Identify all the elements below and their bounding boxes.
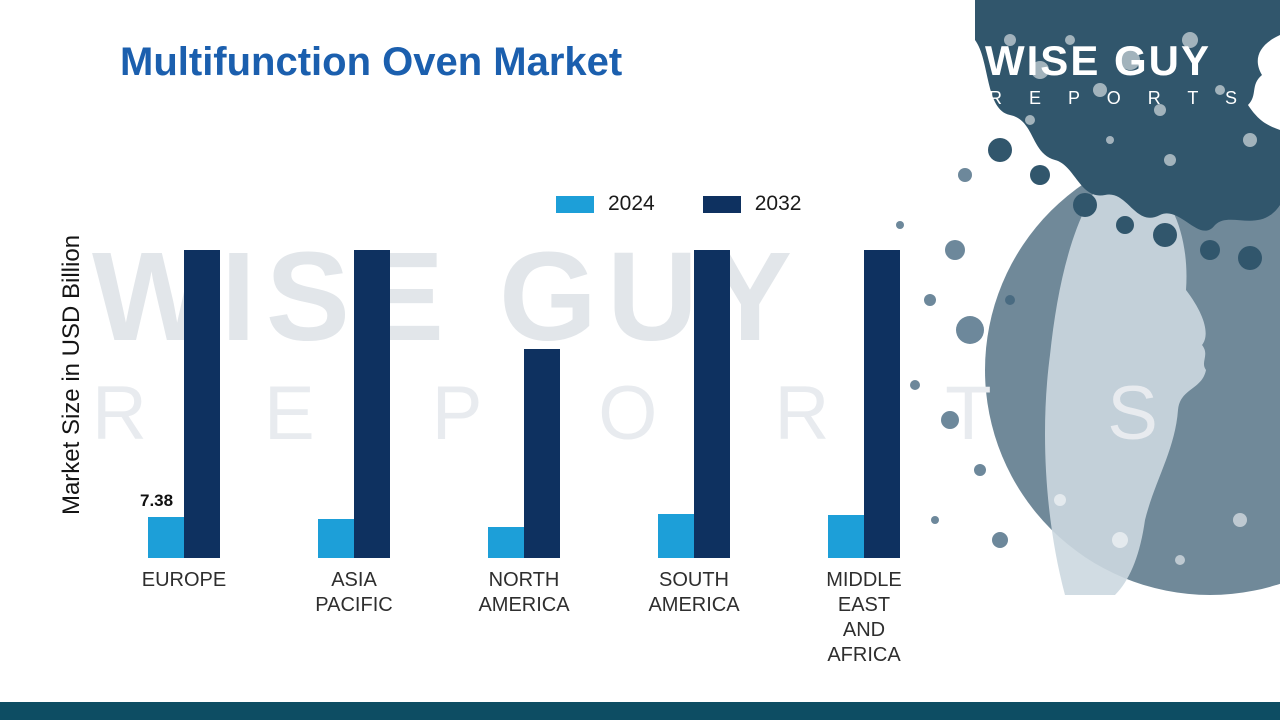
category-label-1: ASIA PACIFIC <box>315 569 393 616</box>
bar-2032-category-1 <box>354 250 390 558</box>
decorative-head-illustration <box>896 0 1280 595</box>
watermark-line2: R E P O R T S <box>92 371 1206 456</box>
scatter-dots-dark <box>896 168 1015 548</box>
blob-edge-dots <box>988 138 1262 270</box>
bar-2024-category-2 <box>488 527 524 558</box>
bar-2032-category-3 <box>694 250 730 558</box>
bar-group-2: NORTH AMERICA <box>478 228 570 668</box>
bar-group-4: MIDDLE EAST AND AFRICA <box>826 228 902 668</box>
bar-2024-category-1 <box>318 519 354 558</box>
bottom-accent-bar <box>0 702 1280 720</box>
logo-wordmark: WISE GUY <box>985 37 1212 84</box>
category-label-4: MIDDLE EAST AND AFRICA <box>826 569 902 666</box>
bar-group-0: 7.38 EUROPE <box>140 228 226 668</box>
bar-2024-category-4 <box>828 514 864 558</box>
legend-item-2024: 2024 <box>556 192 655 216</box>
legend-label-2024: 2024 <box>608 192 655 215</box>
legend-swatch-2024 <box>556 195 594 213</box>
scatter-dots-white <box>1004 32 1257 565</box>
bar-2032-category-4 <box>864 250 900 558</box>
page-title: Multifunction Oven Market <box>120 40 623 84</box>
legend-label-2032: 2032 <box>754 192 802 215</box>
face-profile-illustration <box>1045 165 1206 595</box>
logo-subtext: R E P O R T S <box>989 88 1249 108</box>
category-label-2: NORTH AMERICA <box>478 569 570 616</box>
bars-4 <box>828 228 900 558</box>
bar-2024-category-3 <box>658 514 694 558</box>
bar-2032-category-0 <box>184 250 220 558</box>
category-label-3: SOUTH AMERICA <box>648 569 740 616</box>
y-axis-label: Market Size in USD Billion <box>58 234 85 516</box>
legend-item-2032: 2032 <box>702 192 802 216</box>
bars-0: 7.38 <box>140 228 220 558</box>
legend: 2024 2032 <box>556 192 801 216</box>
bars-2 <box>488 228 560 558</box>
bars-3 <box>658 228 730 558</box>
bar-2024-category-0 <box>148 517 184 558</box>
bar-group-1: ASIA PACIFIC <box>315 228 393 668</box>
category-label-0: EUROPE <box>141 569 227 591</box>
bar-chart: 7.38 EUROPE ASIA PACIFIC NORTH AMERICA SOUTH… <box>140 228 902 668</box>
bars-1 <box>318 228 390 558</box>
bar-2032-category-2 <box>524 349 560 558</box>
logo-background-shape <box>975 0 1280 231</box>
logo: WISE GUY R E P O R T S <box>985 40 1248 109</box>
bar-value-label: 7.38 <box>140 491 174 511</box>
legend-swatch-2032 <box>702 195 741 213</box>
bar-group-3: SOUTH AMERICA <box>648 228 740 668</box>
small-face-profile <box>1248 35 1280 130</box>
